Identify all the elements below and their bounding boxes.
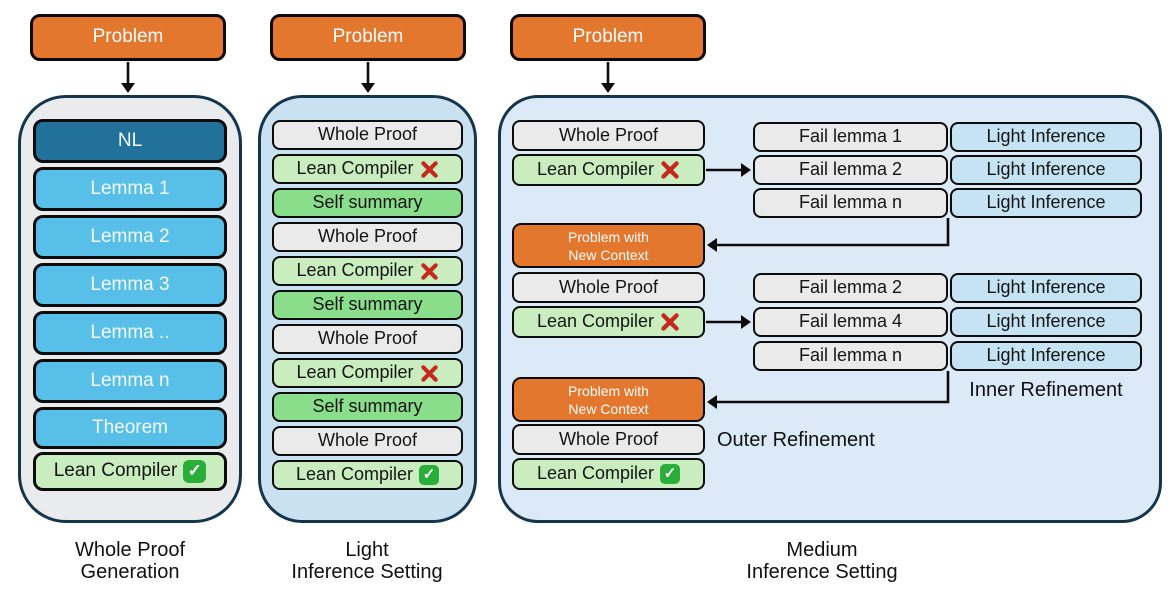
lean-compiler-success-box: Lean Compiler xyxy=(33,452,227,491)
lemma-dots-box: Lemma .. xyxy=(33,311,227,355)
lean-compiler-label: Lean Compiler xyxy=(536,463,655,484)
lean-compiler-success-box: Lean Compiler xyxy=(272,460,463,490)
fail-lemma-box: Fail lemma 4 xyxy=(753,307,948,337)
check-icon xyxy=(419,465,440,485)
problem-box: Problem xyxy=(510,14,706,61)
problem-new-context-box: Problem with New Context xyxy=(512,377,705,422)
lean-compiler-label: Lean Compiler xyxy=(536,159,655,180)
whole-proof-box: Whole Proof xyxy=(272,222,463,252)
self-summary-box: Self summary xyxy=(272,188,463,218)
check-icon xyxy=(183,460,207,483)
caption-line-1: Light xyxy=(345,539,389,561)
outer-refinement-label: Outer Refinement xyxy=(717,429,875,451)
inner-refinement-label: Inner Refinement xyxy=(969,379,1123,401)
fail-lemma-box: Fail lemma n xyxy=(753,188,948,218)
pwnc-line-2: New Context xyxy=(568,246,649,263)
lean-compiler-success-box: Lean Compiler xyxy=(512,458,705,490)
caption-line-2: Inference Setting xyxy=(291,561,443,583)
cross-icon xyxy=(420,160,438,178)
lemma-3-box: Lemma 3 xyxy=(33,263,227,307)
cross-icon xyxy=(661,313,679,331)
fail-lemma-box: Fail lemma n xyxy=(753,341,948,371)
light-inference-box: Light Inference xyxy=(950,188,1142,218)
arrowhead-down-icon xyxy=(121,83,135,93)
self-summary-box: Self summary xyxy=(272,290,463,320)
whole-proof-box: Whole Proof xyxy=(272,324,463,354)
lean-compiler-label: Lean Compiler xyxy=(53,460,178,482)
whole-proof-box: Whole Proof xyxy=(512,120,705,151)
arrowhead-down-icon xyxy=(601,83,615,93)
light-inference-box: Light Inference xyxy=(950,155,1142,185)
caption-line-2: Generation xyxy=(80,561,180,583)
lean-compiler-fail-box: Lean Compiler xyxy=(272,358,463,388)
problem-box: Problem xyxy=(30,14,226,61)
light-inference-box: Light Inference xyxy=(950,122,1142,152)
light-inference-box: Light Inference xyxy=(950,307,1142,337)
whole-proof-box: Whole Proof xyxy=(512,272,705,303)
whole-proof-box: Whole Proof xyxy=(272,120,463,150)
fail-lemma-box: Fail lemma 2 xyxy=(753,273,948,303)
arrowhead-down-icon xyxy=(361,83,375,93)
cross-icon xyxy=(420,262,438,280)
theorem-box: Theorem xyxy=(33,407,227,449)
whole-proof-box: Whole Proof xyxy=(272,426,463,456)
whole-proof-generation-container xyxy=(18,95,242,523)
panel-caption: Light Inference Setting xyxy=(277,539,457,583)
fail-lemma-box: Fail lemma 2 xyxy=(753,155,948,185)
problem-box: Problem xyxy=(270,14,466,61)
whole-proof-box: Whole Proof xyxy=(512,424,705,455)
lean-compiler-fail-box: Lean Compiler xyxy=(272,256,463,286)
light-inference-box: Light Inference xyxy=(950,273,1142,303)
lean-compiler-label: Lean Compiler xyxy=(296,260,414,281)
lemma-n-box: Lemma n xyxy=(33,359,227,403)
pwnc-line-2: New Context xyxy=(568,400,649,417)
lemma-1-box: Lemma 1 xyxy=(33,167,227,211)
panel-caption: Whole Proof Generation xyxy=(40,539,220,583)
lemma-2-box: Lemma 2 xyxy=(33,215,227,259)
lean-compiler-label: Lean Compiler xyxy=(296,158,414,179)
caption-line-1: Medium xyxy=(786,539,858,561)
check-icon xyxy=(660,464,681,484)
panel-caption: Medium Inference Setting xyxy=(722,539,922,583)
cross-icon xyxy=(661,161,679,179)
lean-compiler-label: Lean Compiler xyxy=(295,464,414,485)
problem-new-context-box: Problem with New Context xyxy=(512,223,705,268)
light-inference-box: Light Inference xyxy=(950,341,1142,371)
lean-compiler-label: Lean Compiler xyxy=(536,311,655,332)
pwnc-line-1: Problem with xyxy=(568,228,649,245)
lean-compiler-fail-box: Lean Compiler xyxy=(512,306,705,338)
pwnc-line-1: Problem with xyxy=(568,382,649,399)
caption-line-2: Inference Setting xyxy=(746,561,898,583)
cross-icon xyxy=(420,364,438,382)
fail-lemma-box: Fail lemma 1 xyxy=(753,122,948,152)
lean-compiler-fail-box: Lean Compiler xyxy=(272,154,463,184)
lean-compiler-fail-box: Lean Compiler xyxy=(512,154,705,186)
self-summary-box: Self summary xyxy=(272,392,463,422)
lean-compiler-label: Lean Compiler xyxy=(296,362,414,383)
caption-line-1: Whole Proof xyxy=(74,539,186,561)
nl-box: NL xyxy=(33,119,227,163)
